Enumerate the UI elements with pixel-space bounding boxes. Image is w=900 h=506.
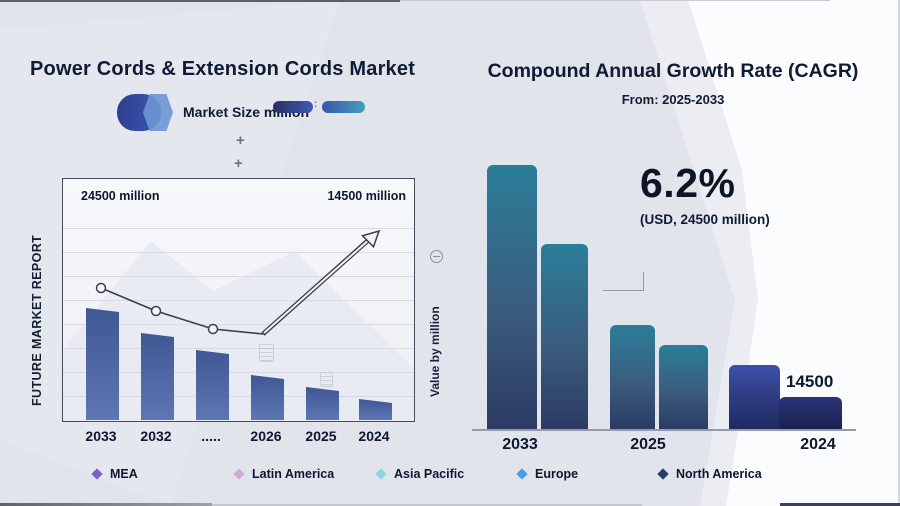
left-x-label-2026: 2026 (250, 428, 282, 444)
left-bar-2032 (141, 333, 174, 420)
cagr-note: (USD, 24500 million) (640, 212, 770, 227)
left-bar-2025 (306, 387, 339, 420)
diamond-icon (233, 468, 245, 480)
right-chart-baseline (472, 429, 856, 431)
left-bar-2033 (86, 308, 119, 420)
right-x-label-2025: 2025 (630, 436, 666, 453)
gradient-pill-teal (322, 101, 365, 113)
clipboard-watermark-icon (259, 344, 274, 362)
cagr-value: 6.2% (640, 160, 736, 206)
cagr-title: Compound Annual Growth Rate (CAGR) (487, 60, 859, 82)
gridlines (63, 205, 414, 405)
diamond-icon (91, 468, 103, 480)
right-x-label-2024: 2024 (800, 436, 836, 453)
legend-item-asia-pacific: Asia Pacific (375, 466, 465, 482)
clipboard-watermark-icon (320, 372, 333, 387)
left-x-label-2032: 2032 (140, 428, 172, 444)
legend-label: Latin America (252, 467, 335, 481)
frame-top-light-line (400, 0, 830, 1)
diamond-icon (375, 468, 387, 480)
cylinder-icon (117, 94, 173, 131)
left-bar-2024 (359, 399, 392, 420)
pill-separator: : (314, 99, 318, 110)
frame-top-dark-line (0, 0, 400, 2)
legend-label: Asia Pacific (394, 467, 465, 481)
legend-label: MEA (110, 467, 138, 481)
diamond-icon (657, 468, 669, 480)
right-bar-2024 (729, 365, 780, 430)
value-axis-label: Value by million (428, 306, 442, 398)
diamond-icon (516, 468, 528, 480)
left-vertical-axis-label: FUTURE MARKET REPORT (30, 234, 44, 406)
frame-bottom-left-line (0, 503, 212, 506)
right-bar-2025 (610, 325, 655, 430)
cagr-subtitle: From: 2025-2033 (621, 92, 725, 107)
left-chart-title: Power Cords & Extension Cords Market (30, 58, 416, 80)
trend-line-arrow (95, 229, 381, 336)
left-x-label-.....: ..... (201, 428, 221, 444)
frame-bottom-mid-line (212, 504, 642, 506)
cylinder-cap (143, 94, 173, 131)
left-x-label-2033: 2033 (85, 428, 117, 444)
plus-mark-icon: + (234, 155, 243, 172)
left-bar-2026 (251, 375, 284, 420)
bar-value-14500: 14500 (786, 372, 834, 391)
frame-bottom-right-line (780, 503, 900, 506)
left-chart-plot-area: 24500 million 14500 million (62, 178, 415, 422)
legend-item-europe: Europe (516, 466, 579, 482)
annotation-24500: 24500 million (81, 189, 160, 203)
step-bracket-vertical (643, 272, 644, 291)
left-bar-..... (196, 350, 229, 420)
legend-item-latin-america: Latin America (233, 466, 335, 482)
plus-mark-icon: + (236, 132, 245, 149)
step-bracket-horizontal (603, 290, 644, 291)
gradient-pill-dark (273, 101, 313, 113)
legend-label: Europe (535, 467, 579, 481)
right-bar-2033 (541, 244, 588, 430)
legend-item-north-america: North America (657, 466, 762, 482)
right-bar-2025 (659, 345, 708, 430)
legend-label: North America (676, 467, 762, 481)
right-bar-2024 (779, 397, 842, 430)
annotation-14500: 14500 million (327, 189, 406, 203)
right-x-label-2033: 2033 (502, 436, 538, 453)
left-x-label-2024: 2024 (358, 428, 390, 444)
left-x-label-2025: 2025 (305, 428, 337, 444)
legend-item-mea: MEA (91, 466, 138, 482)
right-bar-2033 (487, 165, 537, 430)
minus-circle-icon (430, 250, 443, 263)
frame-right-line (898, 0, 900, 506)
